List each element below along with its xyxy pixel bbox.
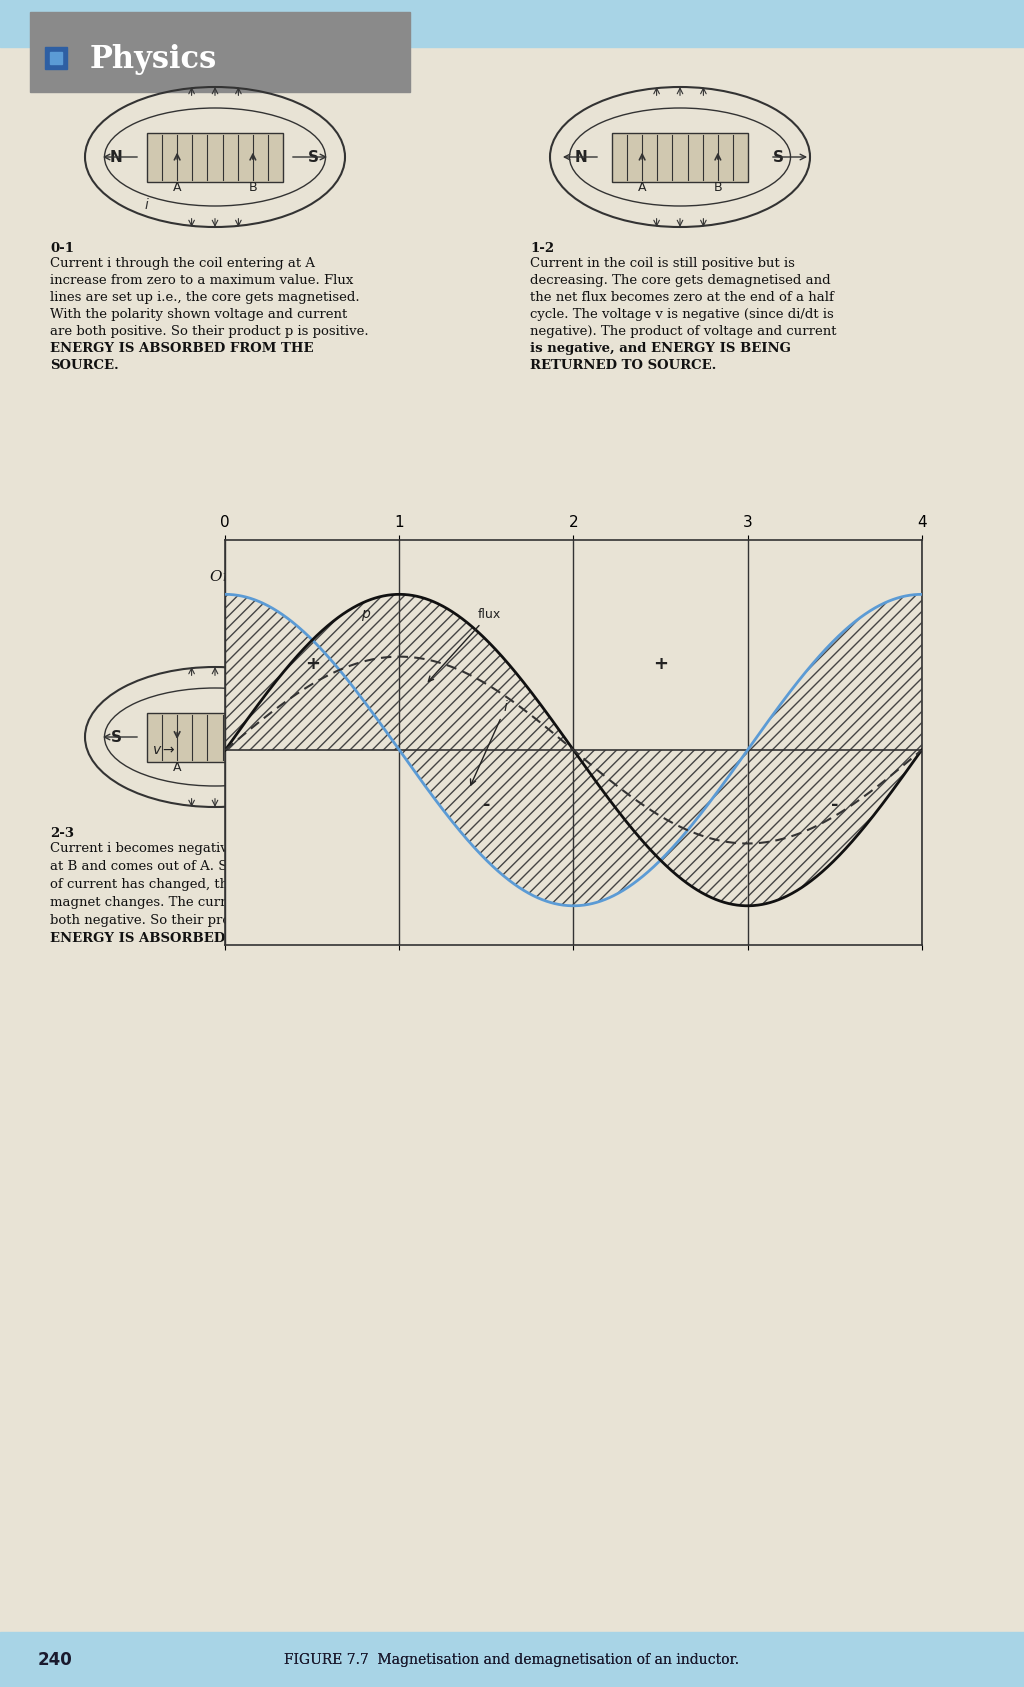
Text: -: - xyxy=(830,796,839,813)
Text: i: i xyxy=(145,197,148,213)
Text: N: N xyxy=(110,150,123,165)
Text: is zero. The voltage is positive but the current: is zero. The voltage is positive but the… xyxy=(530,877,839,891)
Text: Physics: Physics xyxy=(90,44,217,74)
Bar xyxy=(0,0,1024,47)
Text: both negative. So their product p is positive.: both negative. So their product p is pos… xyxy=(50,914,348,926)
Text: Current i becomes negative i.e., it enters: Current i becomes negative i.e., it ente… xyxy=(50,842,325,855)
Text: i: i xyxy=(470,700,508,784)
Text: 2-3: 2-3 xyxy=(50,827,74,840)
Text: ENERGY IS ABSORBED FROM THE: ENERGY IS ABSORBED FROM THE xyxy=(50,342,313,354)
Text: ENERGY IS ABSORBED.: ENERGY IS ABSORBED. xyxy=(50,931,229,945)
Text: magnet changes. The current and voltage are: magnet changes. The current and voltage … xyxy=(50,896,357,909)
Text: 240: 240 xyxy=(38,1652,73,1668)
Text: +: + xyxy=(305,656,319,673)
Text: B: B xyxy=(249,181,257,194)
Text: S: S xyxy=(111,729,122,744)
Text: FIGURE 7.7  Magnetisation and demagnetisation of an inductor.: FIGURE 7.7 Magnetisation and demagnetisa… xyxy=(285,1653,739,1667)
Text: RETURNED TO SOURCE.: RETURNED TO SOURCE. xyxy=(530,359,717,373)
Text: CYCLE 2-3 IS RETURNED TO THE SOURCE.: CYCLE 2-3 IS RETURNED TO THE SOURCE. xyxy=(530,931,857,945)
Text: Current i through the coil entering at A: Current i through the coil entering at A xyxy=(50,256,315,270)
Text: S: S xyxy=(773,150,784,165)
Text: Current in the coil is still positive but is: Current in the coil is still positive bu… xyxy=(530,256,795,270)
Text: decreasing. The core gets demagnetised and: decreasing. The core gets demagnetised a… xyxy=(530,273,830,287)
Text: B: B xyxy=(249,761,257,774)
Text: $v \rightarrow$: $v \rightarrow$ xyxy=(153,742,176,757)
Text: flux: flux xyxy=(428,607,501,682)
Text: A: A xyxy=(638,761,646,774)
Text: increase from zero to a maximum value. Flux: increase from zero to a maximum value. F… xyxy=(50,273,353,287)
Bar xyxy=(0,1631,1024,1687)
Text: at B and comes out of A. Since the direction: at B and comes out of A. Since the direc… xyxy=(50,860,345,872)
Text: 3-4: 3-4 xyxy=(530,827,554,840)
Text: Current i decreases and reaches its zero: Current i decreases and reaches its zero xyxy=(530,842,802,855)
Text: A: A xyxy=(638,181,646,194)
Bar xyxy=(147,133,283,182)
Bar xyxy=(612,133,748,182)
Bar xyxy=(45,47,67,69)
Text: 0-1: 0-1 xyxy=(50,241,74,255)
Text: lines are set up i.e., the core gets magnetised.: lines are set up i.e., the core gets mag… xyxy=(50,290,359,304)
Text: +: + xyxy=(653,656,668,673)
Text: S: S xyxy=(308,150,319,165)
Text: B: B xyxy=(714,761,722,774)
Text: of current has changed, the polarity of the: of current has changed, the polarity of … xyxy=(50,877,335,891)
Bar xyxy=(50,52,62,64)
Text: are both positive. So their product p is positive.: are both positive. So their product p is… xyxy=(50,326,369,337)
Text: value at 4 when core is demagnetised and flux: value at 4 when core is demagnetised and… xyxy=(530,860,842,872)
Text: N: N xyxy=(307,729,321,744)
Text: A: A xyxy=(173,181,181,194)
Text: A: A xyxy=(173,761,181,774)
Text: S: S xyxy=(575,729,587,744)
Text: B: B xyxy=(714,181,722,194)
Text: cycle. The voltage v is negative (since di/dt is: cycle. The voltage v is negative (since … xyxy=(530,309,834,321)
Bar xyxy=(612,712,748,761)
Bar xyxy=(147,712,283,761)
Text: -: - xyxy=(482,796,490,813)
Text: N: N xyxy=(574,150,588,165)
Text: One complete cycle of voltage/current. Note that the current lags the voltage.: One complete cycle of voltage/current. N… xyxy=(210,570,814,584)
Text: FIGURE 7.7  Magnetisation and demagnetisation of an inductor.: FIGURE 7.7 Magnetisation and demagnetisa… xyxy=(285,1653,739,1667)
Text: negative). The product of voltage and current: negative). The product of voltage and cu… xyxy=(530,326,837,337)
Text: SOURCE.: SOURCE. xyxy=(50,359,119,373)
Text: the net flux becomes zero at the end of a half: the net flux becomes zero at the end of … xyxy=(530,290,834,304)
Text: 1-2: 1-2 xyxy=(530,241,554,255)
Text: p: p xyxy=(361,607,370,621)
Text: N: N xyxy=(772,729,785,744)
Text: With the polarity shown voltage and current: With the polarity shown voltage and curr… xyxy=(50,309,347,321)
Text: ENERGY ABSORBED DURING THE 1/4: ENERGY ABSORBED DURING THE 1/4 xyxy=(530,914,818,926)
Text: is negative. The power is, therefore, negative.: is negative. The power is, therefore, ne… xyxy=(530,896,838,909)
Text: is negative, and ENERGY IS BEING: is negative, and ENERGY IS BEING xyxy=(530,342,791,354)
Bar xyxy=(30,12,410,93)
